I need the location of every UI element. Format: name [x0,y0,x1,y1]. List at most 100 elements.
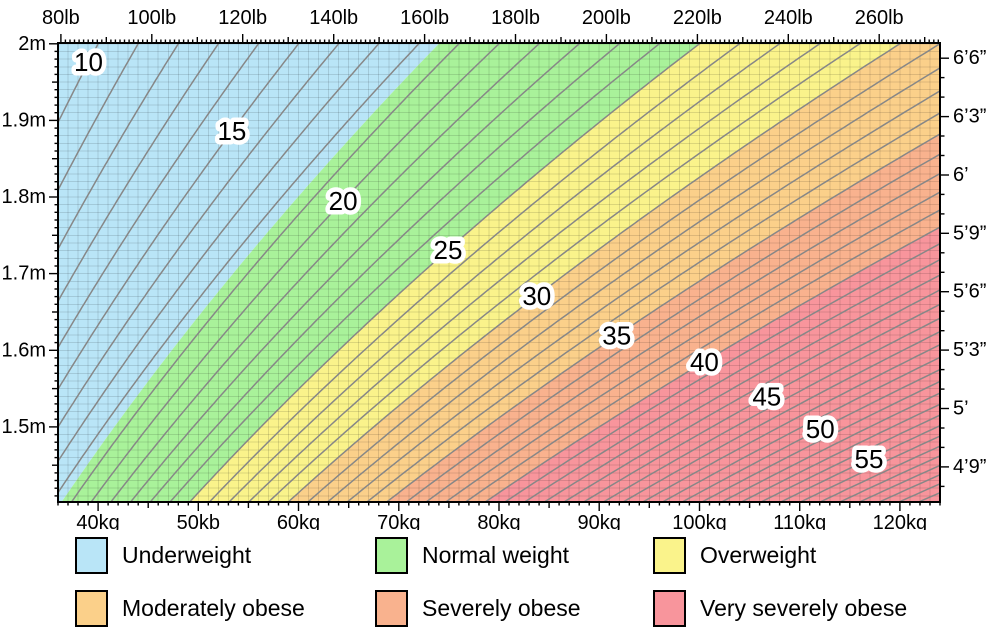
contour-bmi-17 [58,43,380,463]
legend-item-severely-obese: Severely obese [375,590,581,627]
bottom-tick-label: 120kg [873,512,928,530]
contour-bmi-59 [859,464,940,502]
contour-bmi-49 [662,356,940,502]
contour-bmi-35 [386,133,940,502]
right-tick-label: 5’9” [953,222,986,244]
contour-bmi-62 [918,491,940,502]
contour-bmi-57 [819,445,940,502]
contour-bmi-21 [110,43,541,502]
right-tick-label: 5’3” [953,339,986,361]
top-tick-label: 200lb [582,7,631,29]
bmi-contour-lines [58,43,940,502]
contour-bmi-26 [208,43,742,502]
contour-bmi-10 [58,43,100,125]
contour-bmi-32 [327,66,940,502]
right-tick-label: 5’ [953,398,969,420]
legend-swatch-underweight [75,537,108,574]
right-tick-label: 4’9” [953,456,986,478]
bottom-tick-label: 100kg [672,512,727,530]
legend-label-moderately-obese: Moderately obese [122,595,305,621]
region-normal-weight [61,43,701,502]
contour-bmi-30 [287,43,902,502]
top-tick-label: 100lb [127,7,176,29]
contour-bmi-40 [484,226,940,502]
legend-swatch-normal-weight [375,537,408,574]
contour-bmi-28 [248,43,822,502]
legend-label-underweight: Underweight [122,542,252,568]
region-overweight [189,43,902,502]
legend: Underweight Normal weight Overweight Mod… [0,0,1000,627]
contour-bmi-53 [740,403,940,502]
left-tick-label: 1.5m [2,416,46,438]
contour-bmi-33 [346,90,940,502]
top-tick-label: 180lb [491,7,540,29]
contour-label-40: 40 [690,347,719,377]
top-tick-label: 80lb [42,7,80,29]
contour-label-50: 50 [806,414,835,444]
contour-bmi-11 [58,43,140,192]
region-underweight [58,43,440,502]
legend-swatch-severely-obese [375,590,408,627]
bmi-region-fills [58,43,940,502]
contour-bmi-34 [366,112,940,502]
contour-bmi-15 [58,43,300,391]
contour-bmi-45 [583,303,940,502]
region-very-severely-obese [485,227,940,502]
contour-bmi-46 [603,317,940,502]
top-tick-label: 220lb [673,7,722,29]
contour-bmi-47 [622,330,940,502]
contour-label-25: 25 [434,235,463,265]
contour-bmi-38 [445,191,940,502]
legend-label-overweight: Overweight [700,542,817,568]
contour-bmi-44 [563,289,940,502]
bottom-tick-label: 80kg [477,512,520,530]
contour-value-labels: 10 15 20 25 30 35 40 45 50 55 [70,43,888,479]
contour-bmi-24 [169,43,661,502]
contour-bmi-36 [405,153,940,502]
contour-bmi-42 [524,258,940,502]
bottom-tick-label: 50kb [177,512,220,530]
legend-swatch-very-severely-obese [653,590,686,627]
contour-label-30: 30 [522,281,551,311]
contour-bmi-23 [149,43,621,502]
contour-bmi-52 [721,392,940,502]
contour-bmi-61 [898,482,940,502]
left-tick-label: 2m [18,33,46,55]
bmi-chart-canvas: 80lb 100lb 120lb 140lb 160lb 180lb 200lb 220lb 2… [2,7,987,530]
contour-label-35: 35 [602,321,631,351]
contour-bmi-18 [58,43,421,495]
axis-ticks [49,34,949,511]
region-moderately-obese [288,43,940,502]
legend-item-very-severely-obese: Very severely obese [653,590,907,627]
legend-item-moderately-obese: Moderately obese [75,590,305,627]
legend-label-very-severely-obese: Very severely obese [700,595,908,621]
contour-bmi-14 [58,43,260,349]
axis-tick-labels: 80lb 100lb 120lb 140lb 160lb 180lb 200lb 220lb 2… [2,7,987,530]
contour-bmi-54 [760,414,940,502]
bottom-tick-label: 90kg [578,512,621,530]
contour-bmi-55 [780,424,940,502]
contour-bmi-37 [425,172,940,502]
right-tick-label: 6’3” [953,106,986,128]
contour-bmi-56 [800,435,940,502]
bottom-tick-label: 70kg [377,512,420,530]
contour-bmi-16 [58,43,340,429]
contour-bmi-19 [70,43,461,502]
bottom-tick-label: 60kg [277,512,320,530]
contour-bmi-63 [938,500,940,502]
contour-bmi-60 [878,473,940,502]
region-severely-obese [386,133,940,502]
right-tick-label: 6’ [953,164,969,186]
legend-swatch-overweight [653,537,686,574]
contour-bmi-50 [681,368,940,502]
bottom-tick-label: 110kg [773,512,826,530]
contour-label-45: 45 [752,381,781,411]
top-tick-label: 260lb [855,7,904,29]
contour-bmi-39 [465,209,940,502]
contour-bmi-41 [504,242,940,502]
left-tick-label: 1.6m [2,339,46,361]
contour-bmi-22 [130,43,581,502]
left-tick-label: 1.7m [2,263,46,285]
contour-bmi-13 [58,43,220,303]
contour-label-20: 20 [329,186,358,216]
